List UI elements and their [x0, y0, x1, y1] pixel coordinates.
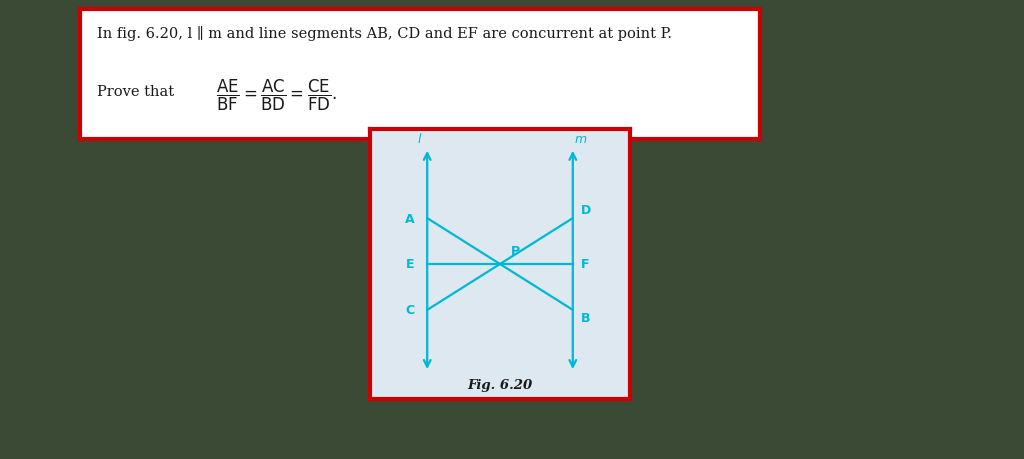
Text: Prove that: Prove that [97, 85, 174, 99]
Text: In fig. 6.20, l ∥ m and line segments AB, CD and EF are concurrent at point P.: In fig. 6.20, l ∥ m and line segments AB… [97, 26, 672, 40]
Text: $\dfrac{\mathrm{AE}}{\mathrm{BF}}=\dfrac{\mathrm{AC}}{\mathrm{BD}}=\dfrac{\mathr: $\dfrac{\mathrm{AE}}{\mathrm{BF}}=\dfrac… [216, 78, 337, 112]
Text: P: P [510, 245, 519, 257]
Text: B: B [581, 312, 590, 325]
Text: D: D [581, 204, 591, 217]
Text: Fig. 6.20: Fig. 6.20 [467, 378, 532, 391]
Text: A: A [404, 212, 414, 225]
Text: F: F [581, 258, 589, 271]
Text: E: E [406, 258, 414, 271]
Text: l: l [418, 133, 421, 146]
Text: C: C [406, 304, 414, 317]
Text: m: m [574, 133, 587, 146]
